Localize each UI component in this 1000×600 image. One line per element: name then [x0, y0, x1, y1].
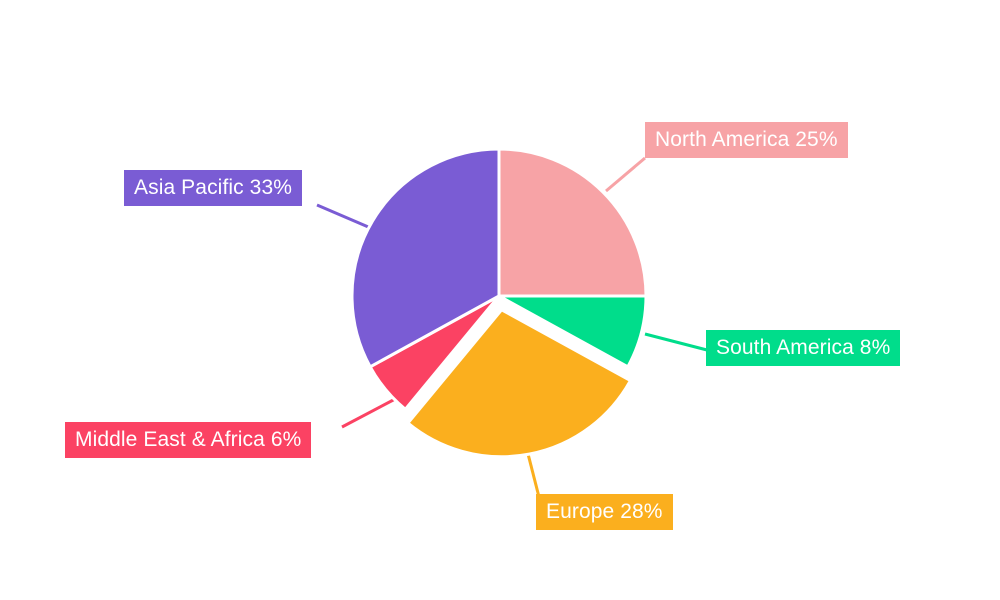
pie-label-middle-east-and-africa[interactable]: Middle East & Africa 6% — [65, 422, 312, 458]
leader-line-asia-pacific — [316, 203, 374, 231]
leader-line-north-america — [605, 156, 646, 193]
pie-slices-group — [350, 147, 648, 459]
pie-label-south-america[interactable]: South America 8% — [706, 330, 901, 366]
pie-slice-north-america[interactable] — [497, 147, 648, 298]
leader-line-middle-east-and-africa — [341, 395, 400, 429]
leader-line-south-america — [644, 332, 708, 352]
pie-slice-europe[interactable] — [406, 308, 632, 459]
pie-label-europe[interactable]: Europe 28% — [536, 494, 673, 530]
pie-slice-asia-pacific[interactable] — [350, 147, 501, 369]
pie-slice-south-america[interactable] — [497, 294, 648, 369]
pie-label-north-america[interactable]: North America 25% — [645, 122, 848, 158]
pie-label-asia-pacific[interactable]: Asia Pacific 33% — [124, 170, 303, 206]
